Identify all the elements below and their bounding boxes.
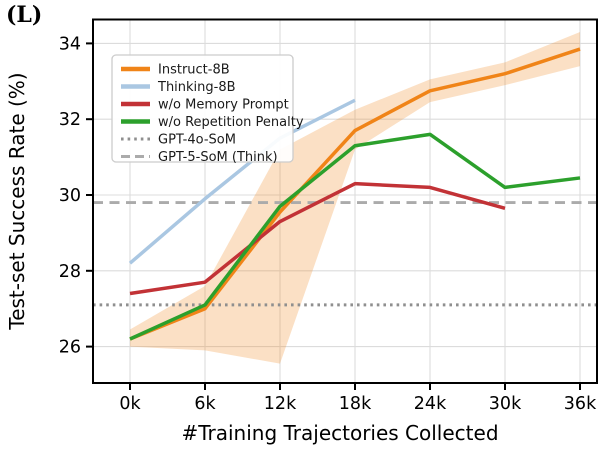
series-line <box>128 98 356 265</box>
x-tick-label: 18k <box>339 394 372 414</box>
legend-label: GPT-4o-SoM <box>158 133 236 148</box>
x-tick-label: 24k <box>414 394 447 414</box>
confidence-band <box>130 32 580 364</box>
x-tick-label: 12k <box>264 394 297 414</box>
legend-label: Thinking-8B <box>157 80 236 95</box>
legend-label: GPT-5-SoM (Think) <box>158 150 278 165</box>
legend-label: Instruct-8B <box>158 63 230 78</box>
x-tick-label: 30k <box>489 394 522 414</box>
y-tick-label: 26 <box>59 338 81 358</box>
x-axis-title: #Training Trajectories Collected <box>181 421 498 445</box>
y-tick-label: 30 <box>59 186 81 206</box>
legend-label: w/o Repetition Penalty <box>158 115 304 130</box>
series-line <box>129 181 506 296</box>
y-tick-label: 28 <box>59 262 81 282</box>
series-line <box>129 132 581 341</box>
y-axis-title: Test-set Success Rate (%) <box>5 72 29 330</box>
legend-label: w/o Memory Prompt <box>158 98 289 113</box>
series-line <box>129 47 581 341</box>
x-tick-label: 36k <box>564 394 597 414</box>
y-tick-label: 32 <box>59 110 81 130</box>
axis-ticks: 0k 6k 12k 18k 24k 30k 36k 26 28 30 32 34 <box>59 34 597 414</box>
x-tick-label: 6k <box>194 394 216 414</box>
x-tick-label: 0k <box>119 394 141 414</box>
legend: Instruct-8B Thinking-8B w/o Memory Prompt w… <box>111 54 304 165</box>
figure-panel-label: (L) <box>6 2 43 28</box>
legend-box <box>111 54 294 163</box>
y-tick-label: 34 <box>59 34 81 54</box>
plot-border <box>92 18 598 384</box>
